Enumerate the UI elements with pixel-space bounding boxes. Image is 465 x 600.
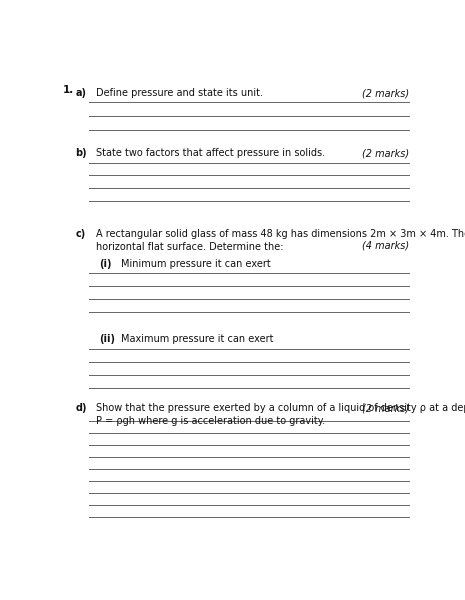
Text: Maximum pressure it can exert: Maximum pressure it can exert bbox=[121, 334, 274, 344]
Text: Show that the pressure exerted by a column of a liquid of density ρ at a depth h: Show that the pressure exerted by a colu… bbox=[96, 403, 465, 427]
Text: (ii): (ii) bbox=[100, 334, 116, 344]
Text: d): d) bbox=[75, 403, 87, 413]
Text: Minimum pressure it can exert: Minimum pressure it can exert bbox=[121, 259, 271, 269]
Text: (2 marks): (2 marks) bbox=[362, 403, 410, 413]
Text: Define pressure and state its unit.: Define pressure and state its unit. bbox=[96, 88, 263, 98]
Text: b): b) bbox=[75, 148, 87, 158]
Text: (i): (i) bbox=[100, 259, 112, 269]
Text: 1.: 1. bbox=[62, 85, 73, 95]
Text: State two factors that affect pressure in solids.: State two factors that affect pressure i… bbox=[96, 148, 325, 158]
Text: (4 marks): (4 marks) bbox=[362, 241, 410, 251]
Text: (2 marks): (2 marks) bbox=[362, 148, 410, 158]
Text: A rectangular solid glass of mass 48 kg has dimensions 2m × 3m × 4m. The block r: A rectangular solid glass of mass 48 kg … bbox=[96, 229, 465, 252]
Text: a): a) bbox=[75, 88, 86, 98]
Text: (2 marks): (2 marks) bbox=[362, 88, 410, 98]
Text: c): c) bbox=[75, 229, 86, 239]
